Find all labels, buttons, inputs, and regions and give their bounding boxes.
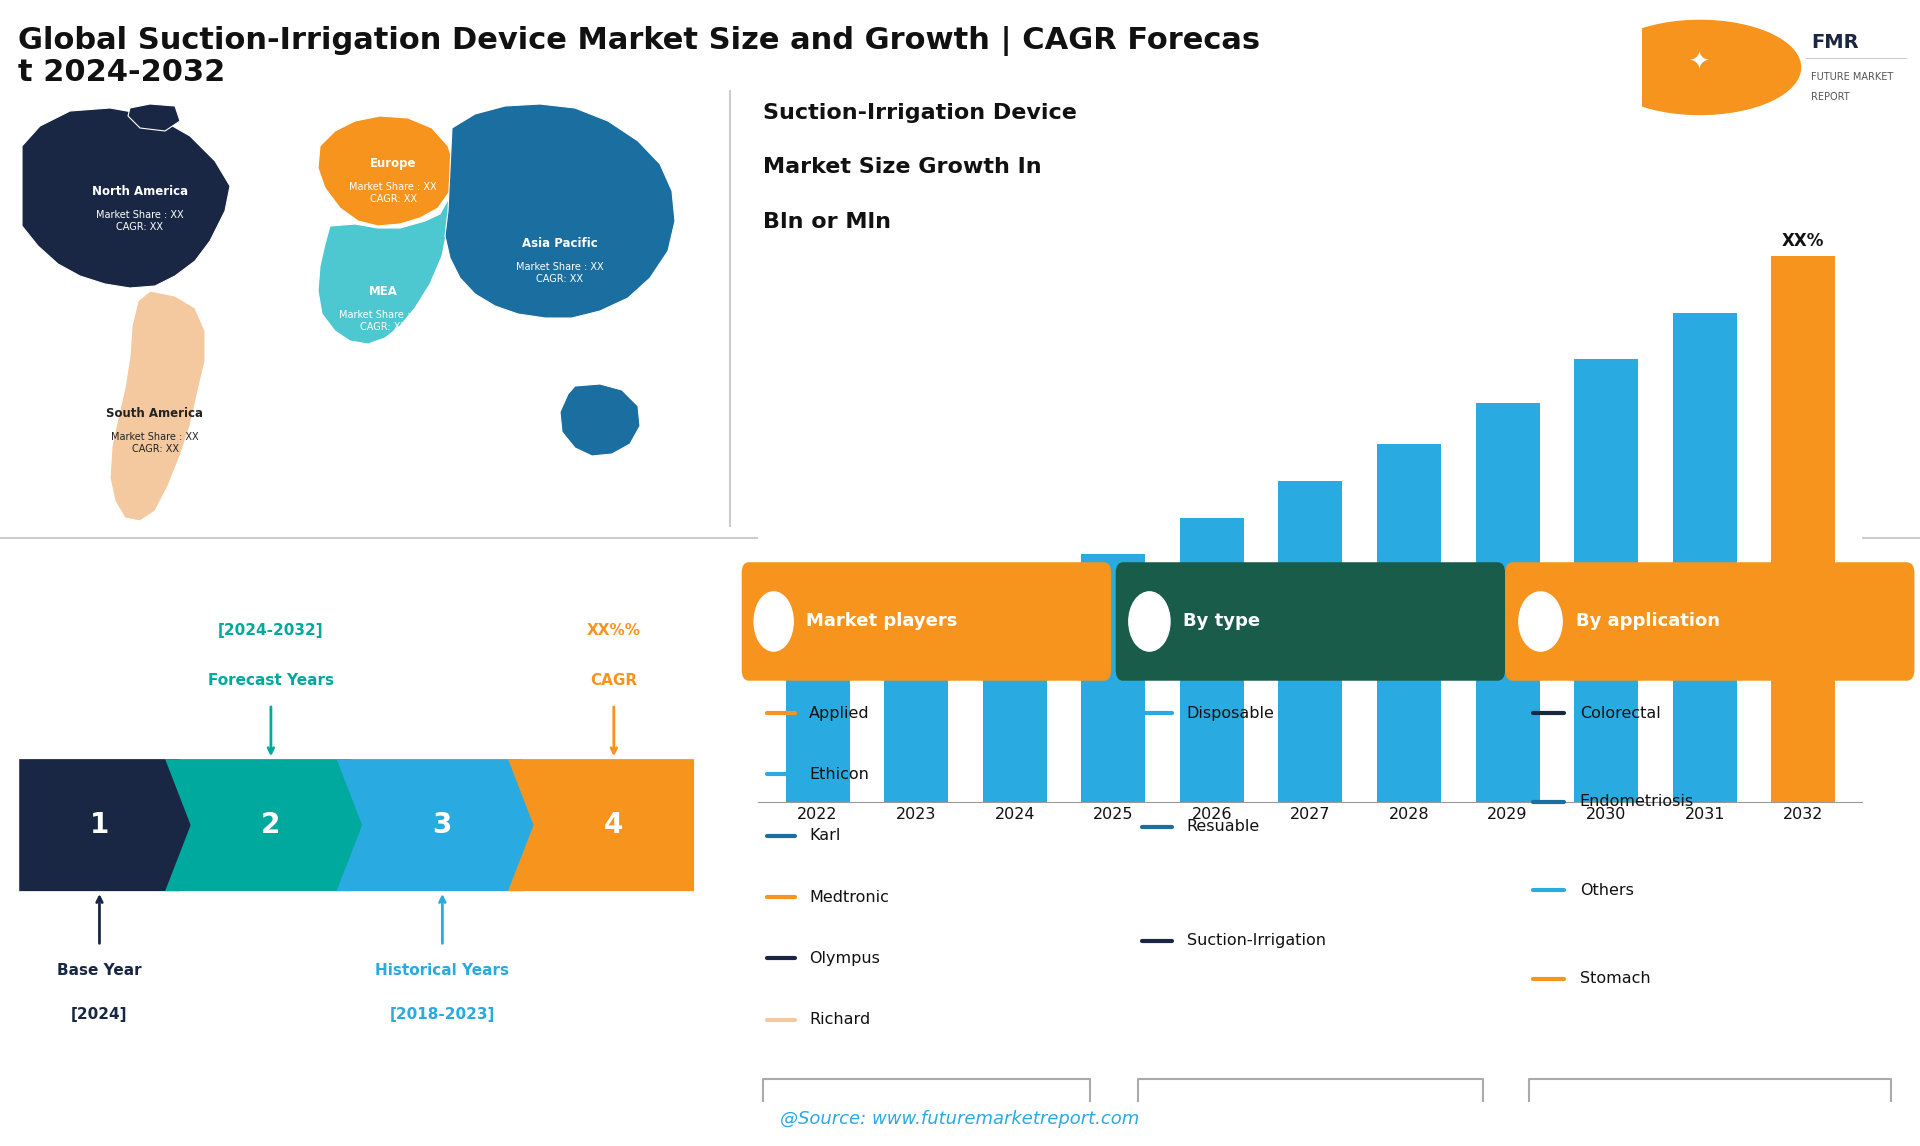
Text: [2024-2032]: [2024-2032] bbox=[219, 623, 324, 638]
Text: Market Share : XX: Market Share : XX bbox=[96, 210, 184, 220]
Polygon shape bbox=[109, 291, 205, 521]
Text: FUTURE MARKET: FUTURE MARKET bbox=[1811, 72, 1893, 83]
Text: Historical Years: Historical Years bbox=[376, 963, 509, 978]
Bar bbox=[883, 618, 948, 802]
Text: Others: Others bbox=[1580, 882, 1634, 897]
Text: Suction-Irrigation Device: Suction-Irrigation Device bbox=[764, 103, 1077, 123]
Bar bbox=[1081, 554, 1146, 802]
Text: CAGR: XX: CAGR: XX bbox=[536, 274, 584, 284]
Text: REPORT: REPORT bbox=[1811, 92, 1849, 102]
Text: 4: 4 bbox=[605, 811, 624, 839]
Text: Medtronic: Medtronic bbox=[808, 889, 889, 904]
Polygon shape bbox=[129, 104, 180, 131]
Text: Bln or Mln: Bln or Mln bbox=[764, 212, 891, 231]
Polygon shape bbox=[21, 108, 230, 288]
FancyBboxPatch shape bbox=[1116, 563, 1505, 681]
Polygon shape bbox=[509, 759, 695, 892]
Text: Forecast Years: Forecast Years bbox=[207, 673, 334, 688]
Text: CAGR: XX: CAGR: XX bbox=[369, 194, 417, 204]
Text: By application: By application bbox=[1576, 612, 1720, 630]
Bar bbox=[1574, 360, 1638, 802]
Bar bbox=[983, 590, 1046, 802]
Polygon shape bbox=[319, 196, 449, 344]
Text: Stomach: Stomach bbox=[1580, 972, 1651, 987]
Text: Global Suction-Irrigation Device Market Size and Growth | CAGR Forecas: Global Suction-Irrigation Device Market … bbox=[17, 26, 1260, 56]
Text: FMR: FMR bbox=[1811, 33, 1859, 53]
Polygon shape bbox=[561, 384, 639, 456]
Text: Resuable: Resuable bbox=[1187, 819, 1260, 834]
Polygon shape bbox=[445, 104, 676, 317]
Polygon shape bbox=[19, 759, 205, 892]
Text: 2: 2 bbox=[261, 811, 280, 839]
Text: By type: By type bbox=[1183, 612, 1260, 630]
Text: 3: 3 bbox=[432, 811, 451, 839]
Text: South America: South America bbox=[106, 407, 204, 419]
Text: XX%%: XX%% bbox=[588, 623, 641, 638]
Text: 1: 1 bbox=[90, 811, 109, 839]
Circle shape bbox=[1599, 21, 1801, 115]
Text: Endometriosis: Endometriosis bbox=[1580, 794, 1693, 809]
Text: XX%: XX% bbox=[1782, 233, 1824, 250]
Text: CAGR: XX: CAGR: XX bbox=[117, 222, 163, 231]
Text: Ethicon: Ethicon bbox=[808, 767, 870, 782]
Text: Olympus: Olympus bbox=[808, 951, 879, 966]
Text: Market players: Market players bbox=[806, 612, 956, 630]
Circle shape bbox=[1519, 591, 1563, 651]
Text: Market Size Growth In: Market Size Growth In bbox=[764, 157, 1043, 178]
Text: Market Share : XX: Market Share : XX bbox=[111, 432, 200, 442]
Text: CAGR: CAGR bbox=[589, 673, 637, 688]
Text: Disposable: Disposable bbox=[1187, 706, 1275, 721]
Bar bbox=[1279, 481, 1342, 802]
Text: ✦: ✦ bbox=[1690, 50, 1711, 74]
Text: Base Year: Base Year bbox=[58, 963, 142, 978]
Polygon shape bbox=[336, 759, 549, 892]
Text: CAGR: XX: CAGR: XX bbox=[359, 322, 407, 332]
Text: Colorectal: Colorectal bbox=[1580, 706, 1661, 721]
Text: t 2024-2032: t 2024-2032 bbox=[17, 58, 225, 87]
Text: Suction-Irrigation: Suction-Irrigation bbox=[1187, 933, 1327, 948]
Polygon shape bbox=[165, 759, 376, 892]
Text: North America: North America bbox=[92, 185, 188, 198]
Text: Europe: Europe bbox=[371, 157, 417, 170]
Text: [2024]: [2024] bbox=[71, 1006, 129, 1021]
Bar bbox=[1772, 256, 1836, 802]
Text: CAGR: XX: CAGR: XX bbox=[131, 444, 179, 454]
Bar bbox=[1179, 518, 1244, 802]
Bar bbox=[1672, 313, 1738, 802]
Bar bbox=[1475, 403, 1540, 802]
Text: Market Share : XX: Market Share : XX bbox=[340, 311, 426, 320]
Text: Market Share : XX: Market Share : XX bbox=[349, 182, 438, 193]
Text: Richard: Richard bbox=[808, 1012, 870, 1027]
Circle shape bbox=[755, 591, 793, 651]
Text: Applied: Applied bbox=[808, 706, 870, 721]
FancyBboxPatch shape bbox=[741, 563, 1112, 681]
Polygon shape bbox=[319, 116, 455, 226]
Text: Karl: Karl bbox=[808, 829, 841, 843]
Bar bbox=[785, 666, 849, 802]
Text: [2018-2023]: [2018-2023] bbox=[390, 1006, 495, 1021]
Bar bbox=[1377, 445, 1442, 802]
Text: XX%: XX% bbox=[993, 567, 1037, 584]
FancyBboxPatch shape bbox=[1505, 563, 1914, 681]
Circle shape bbox=[1129, 591, 1169, 651]
Text: MEA: MEA bbox=[369, 285, 397, 298]
Text: @Source: www.futuremarketreport.com: @Source: www.futuremarketreport.com bbox=[780, 1110, 1140, 1128]
Text: Asia Pacific: Asia Pacific bbox=[522, 237, 597, 250]
Text: Market Share : XX: Market Share : XX bbox=[516, 262, 603, 272]
